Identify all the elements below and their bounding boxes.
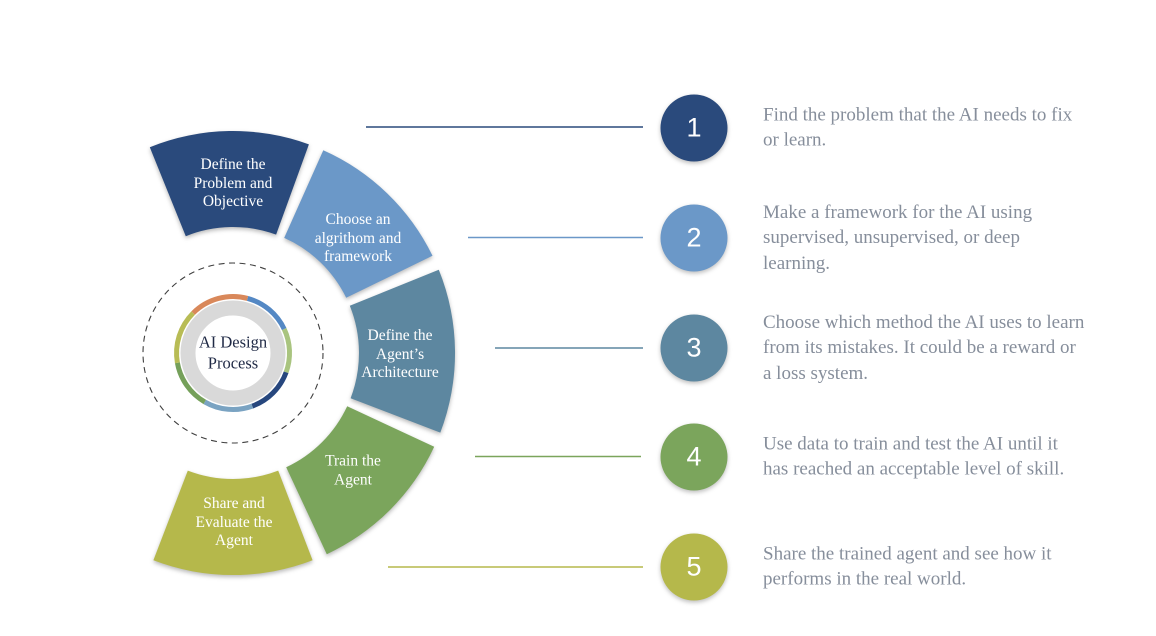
ring-arc-navy	[251, 371, 289, 409]
step-5-circle	[660, 533, 728, 601]
step-3-circle	[660, 314, 728, 382]
wedge-share-evaluate	[153, 470, 313, 576]
ring-arc-olive	[174, 311, 195, 364]
ring-arc-blue	[246, 295, 287, 331]
step-2-circle	[660, 204, 728, 272]
step-4-description: Use data to train and test the AI until …	[763, 433, 1065, 480]
wedge-define-problem	[149, 131, 309, 237]
ring-arc-green	[174, 362, 207, 405]
step-circles	[660, 94, 728, 601]
wedge-train-agent	[286, 406, 435, 555]
wedge-define-architecture	[349, 269, 456, 433]
step-1-description: Find the problem that the AI needs to fi…	[763, 104, 1073, 151]
ring-arc-orange	[191, 294, 249, 315]
step-4-circle	[660, 423, 728, 491]
wedge-choose-algorithm	[284, 150, 433, 298]
connector-lines	[366, 126, 643, 568]
color-ring	[174, 294, 292, 412]
ring-arc-steel	[203, 399, 254, 412]
ring-arc-lightgreen	[281, 328, 292, 374]
inner-gray-ring	[180, 300, 286, 406]
wheel-wedges	[149, 131, 456, 576]
step-5-description: Share the trained agent and see how it p…	[763, 543, 1052, 590]
dashed-guide-circle	[142, 262, 324, 444]
step-1-circle	[660, 94, 728, 162]
step-3-description: Choose which method the AI uses to learn…	[763, 312, 1085, 384]
step-2-description: Make a framework for the AI using superv…	[763, 202, 1033, 274]
